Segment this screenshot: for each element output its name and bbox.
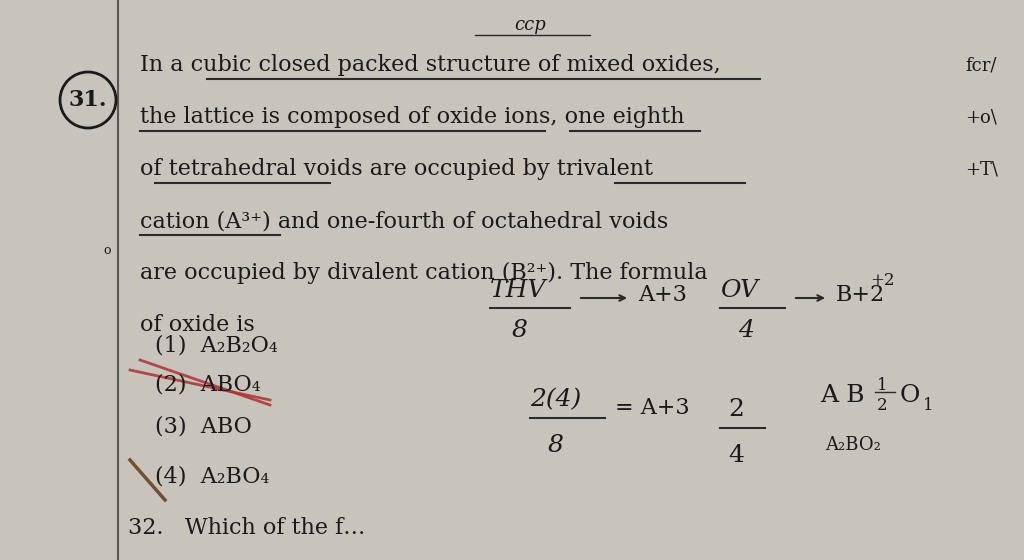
Text: fcr/: fcr/ [965, 56, 996, 74]
Text: OV: OV [720, 278, 758, 301]
Text: B+2: B+2 [836, 284, 885, 306]
Text: of oxide is: of oxide is [140, 314, 255, 336]
Text: (4)  A₂BO₄: (4) A₂BO₄ [155, 466, 269, 488]
Text: = A+3: = A+3 [615, 397, 689, 419]
Text: 2: 2 [728, 399, 743, 422]
Text: 8: 8 [512, 319, 528, 342]
Text: are occupied by divalent cation (B²⁺). The formula: are occupied by divalent cation (B²⁺). T… [140, 262, 708, 284]
Text: O: O [900, 384, 921, 407]
Text: o: o [103, 244, 111, 256]
Text: 1: 1 [877, 376, 888, 394]
Text: In a cubic closed packed structure of mixed oxides,: In a cubic closed packed structure of mi… [140, 54, 721, 76]
Text: (3)  ABO: (3) ABO [155, 416, 252, 438]
Text: 8: 8 [548, 433, 564, 456]
Text: 1: 1 [923, 396, 934, 413]
Text: +o\: +o\ [965, 108, 997, 126]
Text: cation (A³⁺) and one-fourth of octahedral voids: cation (A³⁺) and one-fourth of octahedra… [140, 210, 669, 232]
Text: of tetrahedral voids are occupied by trivalent: of tetrahedral voids are occupied by tri… [140, 158, 653, 180]
Text: +2: +2 [870, 272, 895, 288]
Text: 4: 4 [728, 444, 743, 466]
Text: 2: 2 [877, 396, 888, 413]
Text: 32.   Which of the f…: 32. Which of the f… [128, 517, 366, 539]
Text: the lattice is composed of oxide ions, one eighth: the lattice is composed of oxide ions, o… [140, 106, 684, 128]
Text: (1)  A₂B₂O₄: (1) A₂B₂O₄ [155, 334, 278, 356]
Text: A+3: A+3 [638, 284, 687, 306]
Text: +T\: +T\ [965, 160, 998, 178]
Text: THV: THV [490, 278, 547, 301]
Text: ccp: ccp [514, 16, 546, 34]
Text: 4: 4 [738, 319, 754, 342]
Text: A B: A B [820, 384, 864, 407]
Text: 2(4): 2(4) [530, 389, 582, 412]
Text: 31.: 31. [69, 89, 108, 111]
Text: (2)  ABO₄: (2) ABO₄ [155, 374, 261, 396]
Text: A₂BO₂: A₂BO₂ [825, 436, 881, 454]
